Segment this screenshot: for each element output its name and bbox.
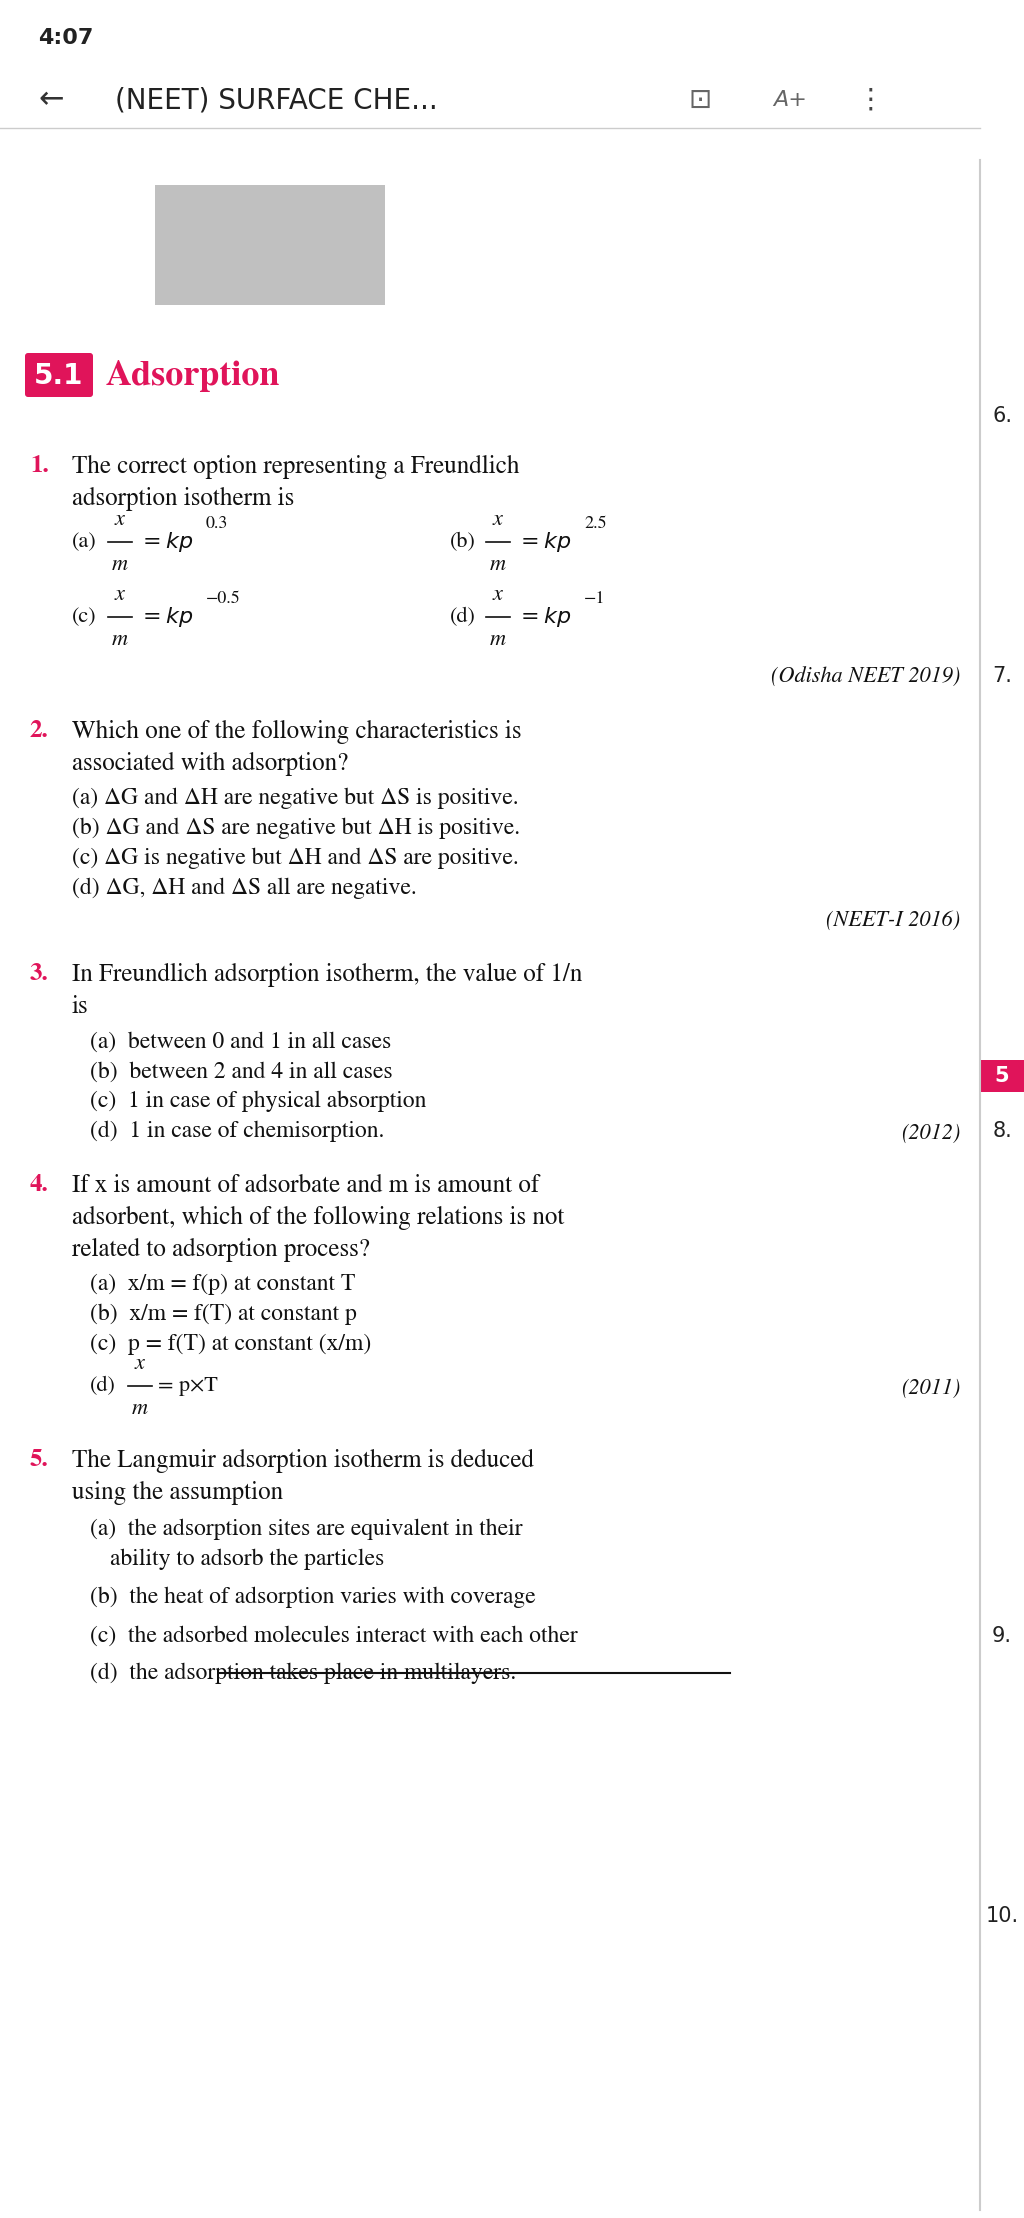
Text: using the assumption: using the assumption xyxy=(72,1482,283,1506)
Text: −1: −1 xyxy=(584,590,605,608)
Text: m: m xyxy=(112,630,128,650)
Text: (c)  p = f(T) at constant (x/m): (c) p = f(T) at constant (x/m) xyxy=(90,1333,372,1355)
Text: ⊡: ⊡ xyxy=(688,87,712,113)
Text: m: m xyxy=(112,554,128,574)
Text: (d)  the adsorption takes place in multilayers.: (d) the adsorption takes place in multil… xyxy=(90,1664,516,1683)
Text: (d): (d) xyxy=(450,608,476,628)
Text: m: m xyxy=(489,630,506,650)
Text: 6.: 6. xyxy=(992,406,1012,426)
Text: If x is amount of adsorbate and m is amount of: If x is amount of adsorbate and m is amo… xyxy=(72,1173,540,1198)
Text: 5.1: 5.1 xyxy=(35,362,84,390)
Text: (b)  x/m = f(T) at constant p: (b) x/m = f(T) at constant p xyxy=(90,1304,357,1326)
Text: (c) ΔG is negative but ΔH and ΔS are positive.: (c) ΔG is negative but ΔH and ΔS are pos… xyxy=(72,847,519,869)
Text: is: is xyxy=(72,996,89,1018)
Text: (d) ΔG, ΔH and ΔS all are negative.: (d) ΔG, ΔH and ΔS all are negative. xyxy=(72,878,417,901)
Text: $ = kp$: $ = kp$ xyxy=(138,606,194,630)
Text: x: x xyxy=(135,1353,145,1373)
Text: related to adsorption process?: related to adsorption process? xyxy=(72,1238,370,1262)
Text: (c)  1 in case of physical absorption: (c) 1 in case of physical absorption xyxy=(90,1091,426,1113)
Text: 5.: 5. xyxy=(30,1448,49,1471)
Text: 5: 5 xyxy=(994,1067,1010,1087)
Text: A+: A+ xyxy=(773,91,807,111)
Text: In Freundlich adsorption isotherm, the value of 1/n: In Freundlich adsorption isotherm, the v… xyxy=(72,963,583,987)
Text: m: m xyxy=(489,554,506,574)
Text: (d): (d) xyxy=(90,1375,116,1395)
Text: 10.: 10. xyxy=(985,1905,1019,1925)
Text: $ = kp$: $ = kp$ xyxy=(516,606,571,630)
Text: 3.: 3. xyxy=(30,963,49,985)
Text: 7.: 7. xyxy=(992,665,1012,685)
Bar xyxy=(981,1060,1024,1091)
Text: = p×T: = p×T xyxy=(158,1375,218,1395)
Text: (Odisha NEET 2019): (Odisha NEET 2019) xyxy=(771,668,961,688)
Text: The Langmuir adsorption isotherm is deduced: The Langmuir adsorption isotherm is dedu… xyxy=(72,1448,534,1473)
Text: (2012): (2012) xyxy=(901,1122,961,1144)
Text: (c): (c) xyxy=(72,608,96,628)
Text: −0.5: −0.5 xyxy=(206,590,241,608)
Text: associated with adsorption?: associated with adsorption? xyxy=(72,752,348,776)
Text: x: x xyxy=(115,510,125,530)
Text: 2.: 2. xyxy=(30,721,49,743)
Text: adsorption isotherm is: adsorption isotherm is xyxy=(72,488,294,510)
Text: 8.: 8. xyxy=(992,1120,1012,1140)
Text: (b) ΔG and ΔS are negative but ΔH is positive.: (b) ΔG and ΔS are negative but ΔH is pos… xyxy=(72,818,520,838)
Text: Which one of the following characteristics is: Which one of the following characteristi… xyxy=(72,721,521,743)
Text: (a) ΔG and ΔH are negative but ΔS is positive.: (a) ΔG and ΔH are negative but ΔS is pos… xyxy=(72,787,518,810)
Text: Adsorption: Adsorption xyxy=(106,359,281,393)
Text: (2011): (2011) xyxy=(901,1377,961,1400)
Text: (d)  1 in case of chemisorption.: (d) 1 in case of chemisorption. xyxy=(90,1120,384,1142)
Text: (a): (a) xyxy=(72,532,96,552)
Text: ability to adsorb the particles: ability to adsorb the particles xyxy=(110,1548,384,1570)
Text: The correct option representing a Freundlich: The correct option representing a Freund… xyxy=(72,455,519,479)
Text: 2.5: 2.5 xyxy=(584,517,606,532)
Text: ←: ← xyxy=(38,87,63,115)
Text: x: x xyxy=(494,510,503,530)
Text: 4.: 4. xyxy=(30,1173,49,1196)
Text: (b)  the heat of adsorption varies with coverage: (b) the heat of adsorption varies with c… xyxy=(90,1588,536,1608)
Text: $ = kp$: $ = kp$ xyxy=(138,530,194,554)
Text: 0.3: 0.3 xyxy=(206,517,228,532)
FancyBboxPatch shape xyxy=(25,353,93,397)
Text: ⋮: ⋮ xyxy=(856,87,884,113)
Bar xyxy=(155,184,385,306)
Text: (NEET-I 2016): (NEET-I 2016) xyxy=(826,909,961,932)
Text: m: m xyxy=(132,1397,148,1420)
Text: 1.: 1. xyxy=(30,455,49,477)
Text: adsorbent, which of the following relations is not: adsorbent, which of the following relati… xyxy=(72,1207,564,1231)
Text: (b): (b) xyxy=(450,532,476,552)
Text: (c)  the adsorbed molecules interact with each other: (c) the adsorbed molecules interact with… xyxy=(90,1626,578,1646)
Text: (b)  between 2 and 4 in all cases: (b) between 2 and 4 in all cases xyxy=(90,1060,392,1082)
Text: 9.: 9. xyxy=(992,1626,1012,1646)
Text: (a)  the adsorption sites are equivalent in their: (a) the adsorption sites are equivalent … xyxy=(90,1519,522,1542)
Text: (NEET) SURFACE CHE...: (NEET) SURFACE CHE... xyxy=(115,87,437,113)
Text: x: x xyxy=(115,583,125,606)
Text: (a)  x/m = f(p) at constant T: (a) x/m = f(p) at constant T xyxy=(90,1273,355,1295)
Text: 4:07: 4:07 xyxy=(38,29,93,49)
Text: $ = kp$: $ = kp$ xyxy=(516,530,571,554)
Text: x: x xyxy=(494,583,503,606)
Text: (a)  between 0 and 1 in all cases: (a) between 0 and 1 in all cases xyxy=(90,1031,391,1051)
